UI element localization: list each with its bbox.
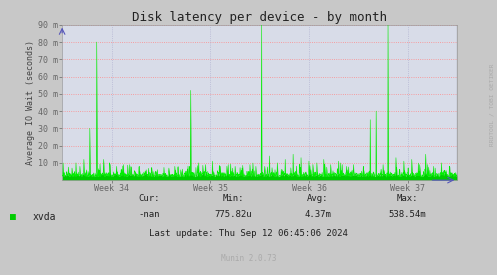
- Text: -nan: -nan: [138, 210, 160, 219]
- Text: RRDTOOL / TOBI OETIKER: RRDTOOL / TOBI OETIKER: [490, 63, 495, 146]
- Text: Cur:: Cur:: [138, 194, 160, 203]
- Text: 538.54m: 538.54m: [389, 210, 426, 219]
- Text: Max:: Max:: [397, 194, 418, 203]
- Text: Munin 2.0.73: Munin 2.0.73: [221, 254, 276, 263]
- Text: Avg:: Avg:: [307, 194, 329, 203]
- Text: ■: ■: [10, 212, 16, 222]
- Y-axis label: Average IO Wait (seconds): Average IO Wait (seconds): [26, 40, 35, 165]
- Text: 4.37m: 4.37m: [305, 210, 331, 219]
- Text: Min:: Min:: [223, 194, 245, 203]
- Text: 775.82u: 775.82u: [215, 210, 252, 219]
- Text: xvda: xvda: [32, 212, 56, 222]
- Text: Last update: Thu Sep 12 06:45:06 2024: Last update: Thu Sep 12 06:45:06 2024: [149, 230, 348, 238]
- Title: Disk latency per device - by month: Disk latency per device - by month: [132, 10, 387, 24]
